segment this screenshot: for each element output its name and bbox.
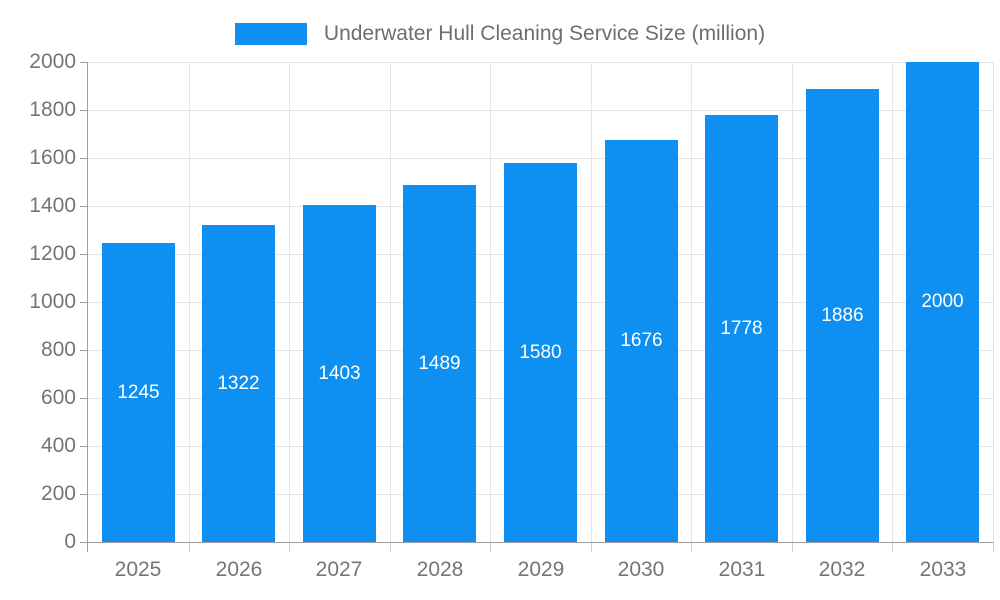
bar[interactable]: 1886 bbox=[806, 89, 879, 542]
bar[interactable]: 1245 bbox=[102, 243, 175, 542]
bar-value-label: 1778 bbox=[720, 317, 763, 339]
y-axis-tick bbox=[80, 110, 88, 111]
y-axis-tick bbox=[80, 302, 88, 303]
y-axis-tick-label: 1000 bbox=[29, 290, 76, 313]
x-axis-tick-label: 2027 bbox=[315, 558, 363, 581]
y-axis-tick-label: 600 bbox=[40, 386, 76, 409]
y-axis-tick bbox=[80, 158, 88, 159]
y-axis-tick bbox=[80, 62, 88, 63]
y-axis-tick-label: 800 bbox=[40, 338, 76, 361]
y-axis-tick-label: 1600 bbox=[29, 146, 76, 169]
x-axis-tick bbox=[691, 542, 692, 552]
bar-value-label: 2000 bbox=[921, 291, 964, 312]
bar[interactable]: 1403 bbox=[303, 205, 376, 542]
y-axis-line bbox=[87, 62, 88, 552]
gridline-vertical bbox=[792, 62, 793, 542]
x-axis-tick-label: 2026 bbox=[215, 558, 263, 581]
gridline-vertical bbox=[490, 62, 491, 542]
x-axis-tick bbox=[892, 542, 893, 552]
bar[interactable]: 1676 bbox=[605, 140, 678, 542]
x-axis-tick bbox=[490, 542, 491, 552]
x-axis-tick bbox=[390, 542, 391, 552]
y-axis-tick bbox=[80, 206, 88, 207]
bar-value-label: 1580 bbox=[519, 341, 562, 363]
x-axis-tick bbox=[792, 542, 793, 552]
gridline-vertical bbox=[189, 62, 190, 542]
y-axis-tick bbox=[80, 398, 88, 399]
legend-swatch bbox=[234, 23, 307, 45]
bar-value-label: 1886 bbox=[821, 304, 864, 326]
gridline-horizontal bbox=[88, 158, 993, 159]
gridline-vertical bbox=[993, 62, 994, 542]
x-axis-tick bbox=[189, 542, 190, 552]
y-axis-tick bbox=[80, 494, 88, 495]
bar[interactable]: 1489 bbox=[403, 185, 476, 542]
x-axis-tick-label: 2030 bbox=[617, 558, 665, 581]
y-axis-tick-label: 1200 bbox=[29, 242, 76, 265]
gridline-vertical bbox=[892, 62, 893, 542]
x-axis-tick bbox=[591, 542, 592, 552]
x-axis-line bbox=[87, 542, 993, 543]
bar[interactable]: 1322 bbox=[202, 225, 275, 542]
bar[interactable]: 1778 bbox=[705, 115, 778, 542]
x-axis-tick bbox=[289, 542, 290, 552]
y-axis-tick bbox=[80, 350, 88, 351]
gridline-vertical bbox=[691, 62, 692, 542]
x-axis-tick bbox=[993, 542, 994, 552]
gridline-vertical bbox=[390, 62, 391, 542]
y-axis-tick bbox=[80, 542, 88, 543]
x-axis-tick-label: 2033 bbox=[919, 558, 967, 581]
gridline-horizontal bbox=[88, 110, 993, 111]
y-axis-tick-label: 2000 bbox=[29, 50, 76, 73]
gridline-vertical bbox=[289, 62, 290, 542]
y-axis-tick bbox=[80, 446, 88, 447]
x-axis-tick-label: 2028 bbox=[416, 558, 464, 581]
bar-value-label: 1676 bbox=[620, 330, 663, 351]
y-axis-tick-label: 200 bbox=[40, 482, 76, 505]
x-axis-tick-label: 2029 bbox=[517, 558, 565, 581]
legend-item[interactable]: Underwater Hull Cleaning Service Size (m… bbox=[0, 21, 1000, 47]
bar[interactable]: 1580 bbox=[504, 163, 577, 542]
y-axis-tick-label: 0 bbox=[64, 530, 76, 553]
gridline-vertical bbox=[591, 62, 592, 542]
y-axis-tick-label: 400 bbox=[40, 434, 76, 457]
legend-label: Underwater Hull Cleaning Service Size (m… bbox=[323, 22, 766, 45]
bar-value-label: 1403 bbox=[318, 362, 361, 384]
x-axis-tick-label: 2032 bbox=[818, 558, 866, 581]
x-axis-tick-label: 2025 bbox=[114, 558, 162, 581]
bar-value-label: 1489 bbox=[418, 352, 461, 374]
x-axis-tick-label: 2031 bbox=[718, 558, 766, 581]
bar-value-label: 1245 bbox=[117, 381, 160, 403]
bar-value-label: 1322 bbox=[217, 372, 260, 394]
gridline-horizontal bbox=[88, 62, 993, 63]
y-axis-tick-label: 1800 bbox=[29, 98, 76, 121]
y-axis-tick bbox=[80, 254, 88, 255]
bar[interactable]: 2000 bbox=[906, 62, 979, 542]
y-axis-tick-label: 1400 bbox=[29, 194, 76, 217]
